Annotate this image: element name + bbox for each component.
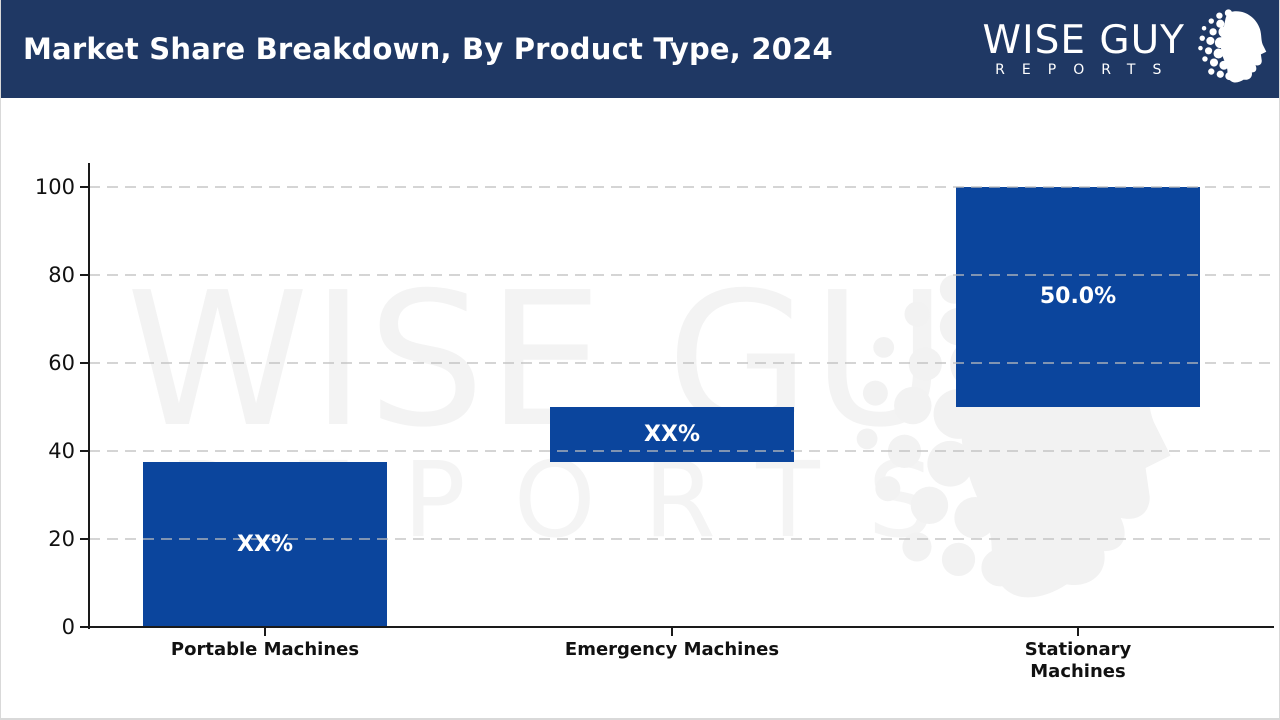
gridline-40 — [89, 450, 1274, 452]
y-axis-tick-label-60: 60 — [48, 351, 75, 375]
y-axis-tick-40 — [80, 450, 89, 452]
page-title: Market Share Breakdown, By Product Type,… — [23, 32, 833, 66]
gridline-20 — [89, 538, 1274, 540]
bar-value-label-portable-machines: XX% — [237, 531, 293, 557]
y-axis-tick-label-20: 20 — [48, 527, 75, 551]
header-bar: Market Share Breakdown, By Product Type,… — [1, 0, 1279, 98]
brand-face-icon — [1198, 9, 1267, 83]
y-axis-tick-label-40: 40 — [48, 439, 75, 463]
y-axis-tick-60 — [80, 362, 89, 364]
y-axis-tick-label-0: 0 — [61, 615, 75, 639]
bar-portable-machines — [143, 462, 387, 627]
x-axis-category-label-stationary-machines: Stationary Machines — [1024, 639, 1132, 682]
brand-subname: REPORTS — [995, 61, 1179, 78]
y-axis-tick-20 — [80, 538, 89, 540]
bar-value-label-emergency-machines: XX% — [644, 421, 700, 447]
y-axis-tick-80 — [80, 274, 89, 276]
y-axis-tick-label-100: 100 — [34, 175, 75, 199]
x-axis-line — [88, 626, 1274, 628]
y-axis-tick-100 — [80, 186, 89, 188]
gridline-60 — [89, 362, 1274, 364]
x-axis-tick-portable-machines — [264, 627, 266, 636]
y-axis-tick-0 — [80, 626, 89, 628]
brand-logo-text: WISE GUY REPORTS — [982, 17, 1185, 78]
brand-logo: WISE GUY REPORTS — [983, 6, 1269, 92]
x-axis-tick-stationary-machines — [1077, 627, 1079, 636]
x-axis-category-label-emergency-machines: Emergency Machines — [564, 639, 780, 660]
y-axis-tick-label-80: 80 — [48, 263, 75, 287]
brand-name: WISE GUY — [982, 17, 1185, 63]
y-axis-line — [88, 163, 90, 629]
gridline-100 — [89, 186, 1274, 188]
bar-stationary-machines — [956, 187, 1200, 407]
x-axis-tick-emergency-machines — [671, 627, 673, 636]
bar-value-label-stationary-machines: 50.0% — [1039, 284, 1117, 309]
bar-emergency-machines — [550, 407, 794, 462]
gridline-80 — [89, 274, 1274, 276]
x-axis-category-label-portable-machines: Portable Machines — [170, 639, 360, 660]
